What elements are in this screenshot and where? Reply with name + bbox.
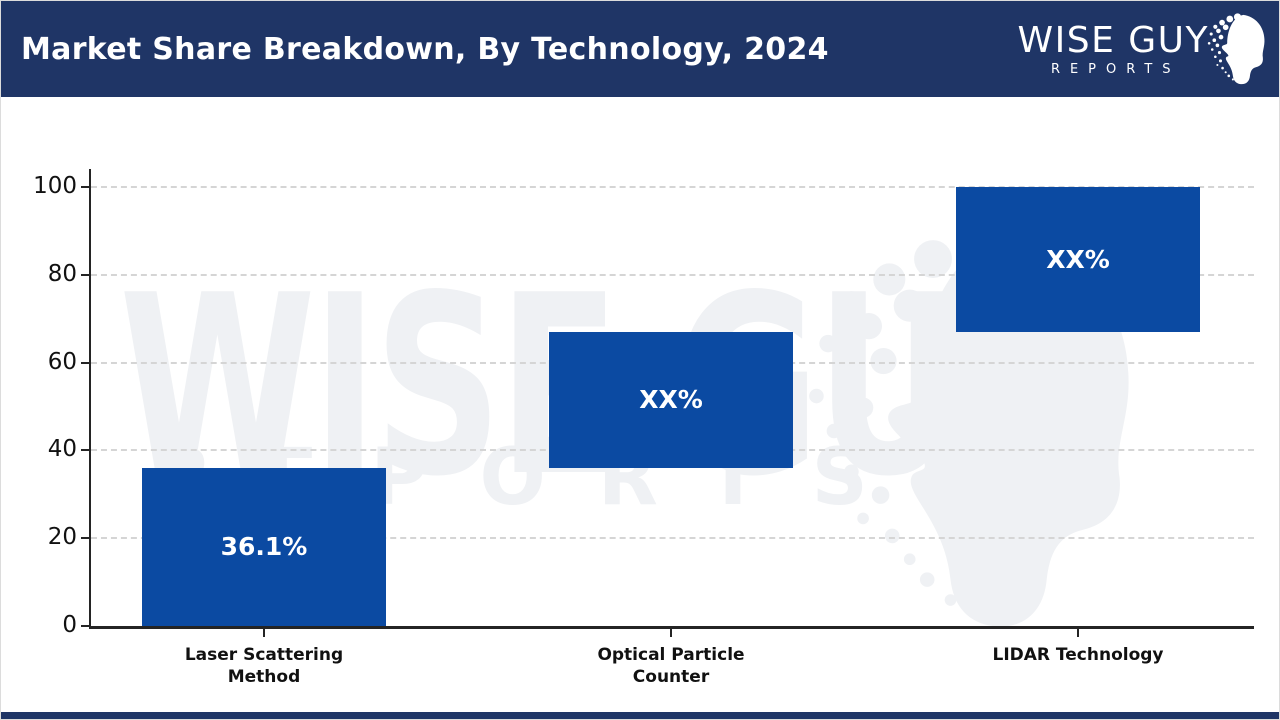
y-tick-label: 0 xyxy=(62,612,77,638)
y-tick-label: 80 xyxy=(47,260,77,287)
brand-name: WISE GUY xyxy=(1017,19,1209,61)
bar: 36.1% xyxy=(142,467,386,626)
y-tick-mark xyxy=(81,537,90,540)
x-category-label: Laser Scattering Method xyxy=(184,645,344,688)
x-tick-mark xyxy=(263,629,265,637)
x-tick-mark xyxy=(1077,629,1079,637)
y-tick-label: 60 xyxy=(47,348,77,375)
bar: XX% xyxy=(549,331,793,468)
y-tick-mark xyxy=(81,625,90,627)
gridline xyxy=(91,273,1254,276)
bar: XX% xyxy=(956,187,1200,332)
x-category-label: Optical Particle Counter xyxy=(597,645,745,688)
y-tick-mark xyxy=(81,186,90,188)
y-tick-label: 40 xyxy=(47,436,77,463)
x-tick-mark xyxy=(670,629,672,637)
gridline xyxy=(91,186,1254,188)
brand-subtitle: REPORTS xyxy=(1050,61,1181,77)
bar-value-label: XX% xyxy=(1046,244,1110,274)
gridline xyxy=(91,537,1254,540)
y-axis-line xyxy=(89,169,91,629)
y-tick-mark xyxy=(81,361,90,364)
wiseguy-face-icon xyxy=(1207,12,1265,84)
y-tick-mark xyxy=(81,273,90,276)
chart-title: Market Share Breakdown, By Technology, 2… xyxy=(21,31,829,67)
header-bar: Market Share Breakdown, By Technology, 2… xyxy=(1,1,1279,97)
y-tick-label: 20 xyxy=(47,524,77,551)
x-category-label: LIDAR Technology xyxy=(992,645,1164,665)
y-tick-label: 100 xyxy=(33,173,77,199)
brand-logo-text: WISE GUY REPORTS xyxy=(1017,19,1210,77)
x-axis-line xyxy=(89,626,1254,629)
bar-value-label: XX% xyxy=(639,385,703,415)
bar-value-label: 36.1% xyxy=(220,532,308,562)
brand-logo: WISE GUY REPORTS xyxy=(1017,12,1268,86)
y-tick-mark xyxy=(81,449,90,452)
footer-bar xyxy=(1,712,1279,719)
